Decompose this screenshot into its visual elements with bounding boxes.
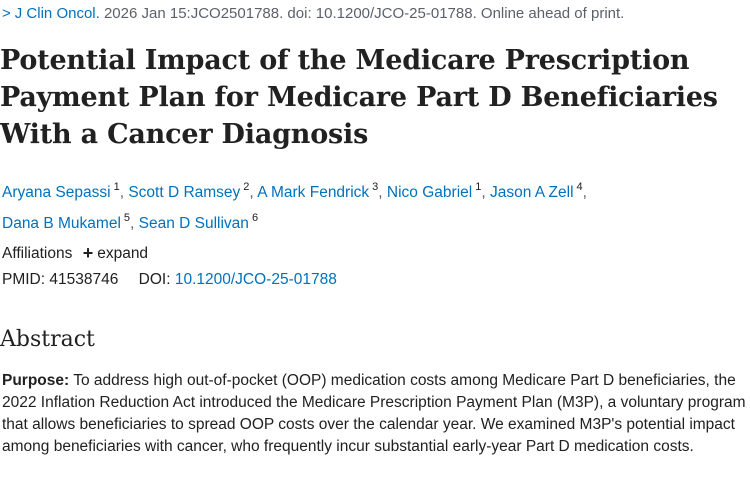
doi-label: DOI:	[138, 271, 171, 288]
article-title: Potential Impact of the Medicare Prescri…	[0, 45, 718, 150]
affiliations-label: Affiliations	[2, 245, 73, 262]
author-link[interactable]: Dana B Mukamel	[2, 215, 121, 233]
expand-label: expand	[97, 245, 149, 262]
affiliation-number[interactable]: 3	[372, 181, 379, 193]
doi-link[interactable]: 10.1200/JCO-25-01788	[174, 271, 337, 288]
purpose-label: Purpose:	[2, 372, 70, 389]
pmid-value: 41538746	[49, 271, 119, 288]
affiliation-number[interactable]: 2	[243, 181, 250, 193]
abstract-heading: Abstract	[0, 327, 95, 352]
author-link[interactable]: Aryana Sepassi	[2, 184, 111, 202]
author-item: Scott D Ramsey 2	[128, 181, 250, 202]
author-item: Dana B Mukamel 5	[2, 212, 131, 233]
authors-list: Aryana Sepassi 1, Scott D Ramsey 2, A Mark…	[2, 181, 587, 233]
pmid-label: PMID:	[2, 271, 46, 288]
citation-line: > J Clin Oncol. 2026 Jan 15:JCO2501788. d…	[2, 4, 624, 24]
abstract-purpose: Purpose: To address high out-of-pocket (…	[2, 370, 747, 458]
affiliation-number[interactable]: 4	[576, 181, 583, 193]
plus-icon: +	[82, 243, 94, 263]
expand-affiliations-button[interactable]: + expand	[82, 243, 149, 263]
affiliation-number[interactable]: 1	[113, 181, 120, 193]
affiliation-number[interactable]: 5	[123, 212, 131, 225]
author-link[interactable]: Sean D Sullivan	[138, 215, 249, 233]
author-link[interactable]: Nico Gabriel	[386, 184, 473, 202]
author-item: A Mark Fendrick 3	[257, 181, 379, 202]
author-link[interactable]: Jason A Zell	[489, 184, 574, 202]
journal-link[interactable]: J Clin Oncol.	[14, 5, 100, 22]
purpose-text: To address high out-of-pocket (OOP) medi…	[2, 372, 746, 455]
affiliations-row: Affiliations + expand	[2, 241, 148, 265]
article-ids: PMID: 41538746 DOI: 10.1200/JCO-25-01788	[2, 269, 337, 291]
author-link[interactable]: Scott D Ramsey	[128, 184, 241, 202]
author-item: Jason A Zell 4	[489, 181, 583, 202]
affiliation-number[interactable]: 1	[475, 181, 482, 193]
author-item: Nico Gabriel 1	[386, 181, 482, 202]
author-link[interactable]: A Mark Fendrick	[257, 184, 370, 202]
citation-details: 2026 Jan 15:JCO2501788. doi: 10.1200/JCO…	[99, 5, 625, 22]
author-item: Aryana Sepassi 1	[2, 181, 120, 202]
chevron-right-icon: >	[2, 5, 11, 22]
affiliation-number[interactable]: 6	[251, 212, 259, 225]
author-item: Sean D Sullivan 6	[138, 212, 259, 233]
